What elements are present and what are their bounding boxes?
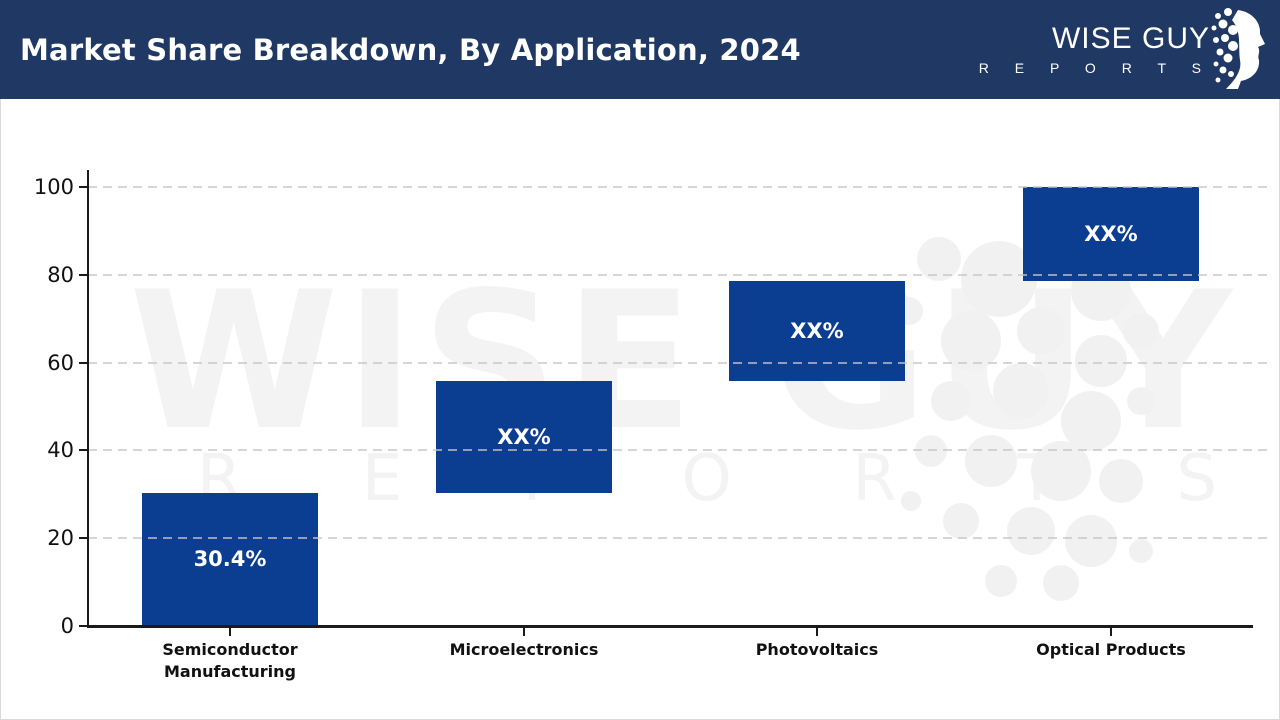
gridline — [88, 361, 1268, 364]
y-tick-mark — [79, 186, 88, 188]
chart-title: Market Share Breakdown, By Application, … — [20, 32, 801, 67]
bar-value-label: XX% — [497, 425, 551, 449]
gridline — [88, 537, 1268, 540]
y-tick-label: 40 — [47, 438, 74, 463]
y-tick-label: 20 — [47, 526, 74, 551]
gridline — [88, 186, 1268, 188]
bar-value-label: XX% — [790, 319, 844, 344]
dotted-face-logo-icon — [1211, 8, 1265, 89]
x-category-label: Semiconductor Manufacturing — [162, 640, 298, 681]
y-tick-mark — [79, 625, 88, 627]
logo-subtext: R E P O R T S — [978, 60, 1212, 76]
bar: XX% — [1023, 187, 1199, 281]
y-tick-mark — [79, 273, 88, 276]
logo-wordmark: WISE GUY — [1051, 22, 1210, 55]
y-tick-label: 0 — [60, 614, 74, 638]
y-tick-mark — [79, 361, 88, 364]
y-axis-line — [87, 170, 89, 628]
y-tick-label: 60 — [47, 350, 74, 375]
header: Market Share Breakdown, By Application, … — [0, 0, 1280, 99]
y-tick-mark — [79, 449, 88, 452]
bar-value-label: XX% — [1084, 221, 1138, 246]
y-tick-label: 80 — [47, 262, 74, 287]
brand-logo: WISE GUY R E P O R T S — [979, 0, 1268, 99]
y-tick-label: 100 — [33, 175, 74, 199]
x-category-label: Optical Products — [1036, 640, 1186, 659]
gridline — [88, 449, 1268, 452]
bar: XX% — [436, 381, 612, 493]
bar: XX% — [729, 280, 905, 382]
bar-value-label: 30.4% — [193, 547, 267, 572]
x-tick-mark — [229, 627, 231, 636]
x-category-label: Photovoltaics — [755, 640, 879, 659]
gridline — [88, 273, 1268, 276]
x-tick-mark — [523, 627, 525, 636]
x-tick-mark — [1110, 627, 1112, 636]
y-tick-mark — [79, 537, 88, 540]
x-axis-line — [87, 625, 1253, 628]
x-category-label: Microelectronics — [449, 640, 599, 659]
x-tick-mark — [816, 627, 818, 636]
bar: 30.4% — [142, 492, 318, 626]
